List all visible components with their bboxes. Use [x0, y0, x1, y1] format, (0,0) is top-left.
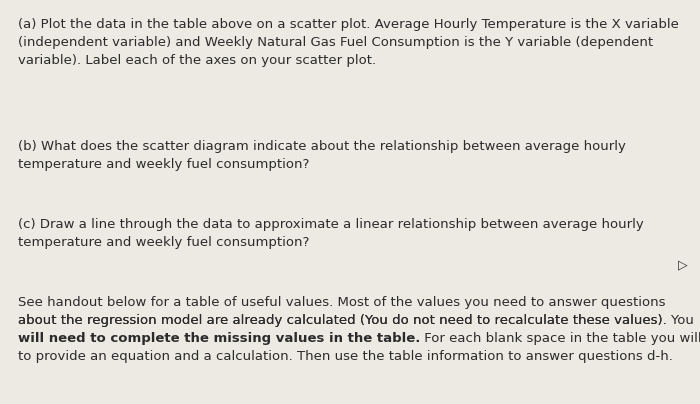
Text: temperature and weekly fuel consumption?: temperature and weekly fuel consumption? [18, 236, 309, 249]
Text: (a) Plot the data in the table above on a scatter plot. Average Hourly Temperatu: (a) Plot the data in the table above on … [18, 18, 678, 31]
Text: See handout below for a table of useful values. Most of the values you need to a: See handout below for a table of useful … [18, 296, 665, 309]
Text: (c) Draw a line through the data to approximate a linear relationship between av: (c) Draw a line through the data to appr… [18, 218, 643, 231]
Text: For each blank space in the table you will need: For each blank space in the table you wi… [420, 332, 700, 345]
Text: to provide an equation and a calculation. Then use the table information to answ: to provide an equation and a calculation… [18, 350, 673, 363]
Text: ▷: ▷ [678, 258, 687, 271]
Text: variable). Label each of the axes on your scatter plot.: variable). Label each of the axes on you… [18, 54, 376, 67]
Text: (b) What does the scatter diagram indicate about the relationship between averag: (b) What does the scatter diagram indica… [18, 140, 625, 153]
Text: about the regression model are already calculated (You do not need to recalculat: about the regression model are already c… [18, 314, 694, 327]
Text: will need to complete the missing values in the table.: will need to complete the missing values… [18, 332, 420, 345]
Text: (independent variable) and Weekly Natural Gas Fuel Consumption is the Y variable: (independent variable) and Weekly Natura… [18, 36, 652, 49]
Text: about the regression model are already calculated (You do not need to recalculat: about the regression model are already c… [18, 314, 671, 327]
Text: temperature and weekly fuel consumption?: temperature and weekly fuel consumption? [18, 158, 309, 171]
